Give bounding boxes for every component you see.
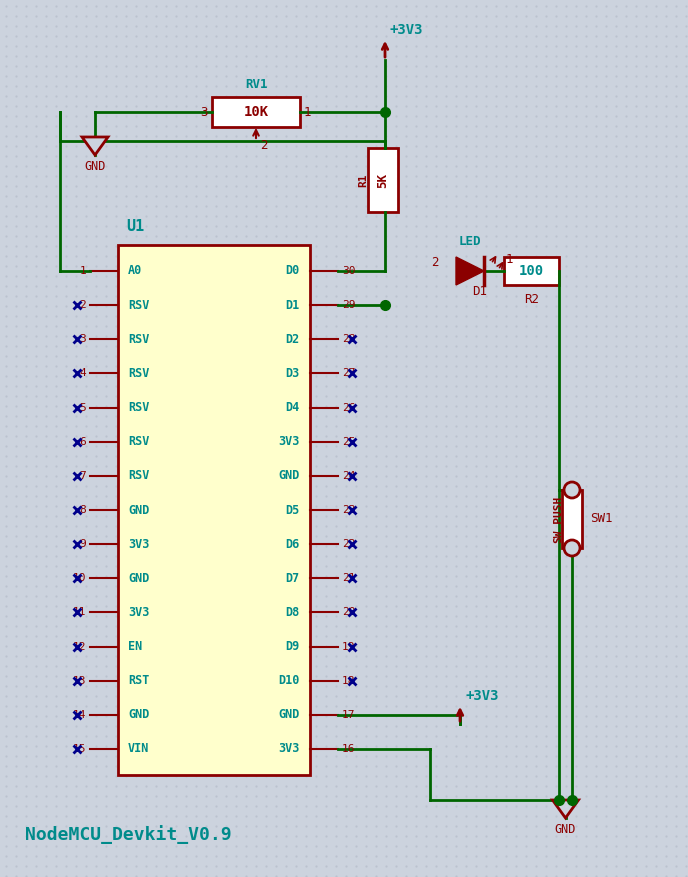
Text: D10: D10 [279, 674, 300, 688]
Text: A0: A0 [128, 265, 142, 277]
Circle shape [564, 540, 580, 556]
Text: 22: 22 [342, 539, 356, 549]
Bar [368, 148, 398, 212]
Text: 2: 2 [79, 300, 86, 310]
Polygon shape [552, 800, 579, 818]
Text: D6: D6 [286, 538, 300, 551]
Bar [118, 245, 310, 775]
Text: R2: R2 [524, 293, 539, 306]
Text: GND: GND [279, 709, 300, 722]
Text: RV1: RV1 [245, 78, 267, 91]
Text: 25: 25 [342, 437, 356, 446]
Text: 24: 24 [342, 471, 356, 481]
Text: 3: 3 [79, 334, 86, 345]
Text: +3V3: +3V3 [465, 689, 499, 703]
Text: GND: GND [555, 823, 576, 836]
Text: 21: 21 [342, 574, 356, 583]
Text: 26: 26 [342, 403, 356, 412]
Text: D1: D1 [472, 285, 487, 298]
Text: R1: R1 [358, 174, 368, 187]
Text: GND: GND [128, 572, 149, 585]
Text: 5K: 5K [376, 173, 389, 188]
Text: SW1: SW1 [590, 512, 612, 525]
Text: 3V3: 3V3 [128, 538, 149, 551]
Text: RSV: RSV [128, 401, 149, 414]
Text: 10K: 10K [244, 105, 268, 119]
Text: 2: 2 [260, 139, 268, 152]
Text: D3: D3 [286, 367, 300, 380]
Text: 20: 20 [342, 608, 356, 617]
Text: GND: GND [128, 709, 149, 722]
Text: 4: 4 [79, 368, 86, 379]
Text: 3V3: 3V3 [279, 743, 300, 755]
Text: 3V3: 3V3 [279, 435, 300, 448]
Text: LED: LED [459, 235, 481, 248]
Text: RST: RST [128, 674, 149, 688]
Bar [212, 97, 300, 127]
Text: 16: 16 [342, 744, 356, 754]
Text: 7: 7 [79, 471, 86, 481]
Text: 23: 23 [342, 505, 356, 515]
Text: 1: 1 [506, 253, 513, 266]
Circle shape [564, 482, 580, 498]
Text: NodeMCU_Devkit_V0.9: NodeMCU_Devkit_V0.9 [25, 825, 232, 844]
Text: 8: 8 [79, 505, 86, 515]
Text: D9: D9 [286, 640, 300, 653]
Text: 19: 19 [342, 642, 356, 652]
Polygon shape [456, 257, 484, 285]
Text: 6: 6 [79, 437, 86, 446]
Text: 15: 15 [72, 744, 86, 754]
Text: VIN: VIN [128, 743, 149, 755]
Text: 1: 1 [79, 266, 86, 276]
Text: EN: EN [128, 640, 142, 653]
Bar [504, 257, 559, 285]
Text: D5: D5 [286, 503, 300, 517]
Text: 17: 17 [342, 709, 356, 720]
Text: 5: 5 [79, 403, 86, 412]
Text: 30: 30 [342, 266, 356, 276]
Text: +3V3: +3V3 [390, 23, 424, 37]
Text: RSV: RSV [128, 299, 149, 311]
Text: 27: 27 [342, 368, 356, 379]
Text: 2: 2 [431, 256, 439, 269]
Text: 13: 13 [72, 675, 86, 686]
Text: 12: 12 [72, 642, 86, 652]
Text: 9: 9 [79, 539, 86, 549]
Text: D8: D8 [286, 606, 300, 619]
Text: 10: 10 [72, 574, 86, 583]
Text: U1: U1 [126, 219, 144, 234]
Text: D0: D0 [286, 265, 300, 277]
Text: RSV: RSV [128, 469, 149, 482]
Polygon shape [82, 137, 108, 155]
Text: RSV: RSV [128, 367, 149, 380]
Text: 3: 3 [200, 105, 208, 118]
Text: D1: D1 [286, 299, 300, 311]
Text: D7: D7 [286, 572, 300, 585]
Text: 18: 18 [342, 675, 356, 686]
Text: D4: D4 [286, 401, 300, 414]
Text: GND: GND [128, 503, 149, 517]
Bar [562, 490, 582, 548]
Text: SW_PUSH: SW_PUSH [553, 496, 563, 543]
Text: GND: GND [279, 469, 300, 482]
Text: 29: 29 [342, 300, 356, 310]
Text: 3V3: 3V3 [128, 606, 149, 619]
Text: 14: 14 [72, 709, 86, 720]
Text: RSV: RSV [128, 332, 149, 346]
Text: 28: 28 [342, 334, 356, 345]
Text: GND: GND [85, 160, 106, 173]
Text: RSV: RSV [128, 435, 149, 448]
Text: D2: D2 [286, 332, 300, 346]
Text: 1: 1 [304, 105, 312, 118]
Text: 11: 11 [72, 608, 86, 617]
Text: 100: 100 [519, 264, 544, 278]
